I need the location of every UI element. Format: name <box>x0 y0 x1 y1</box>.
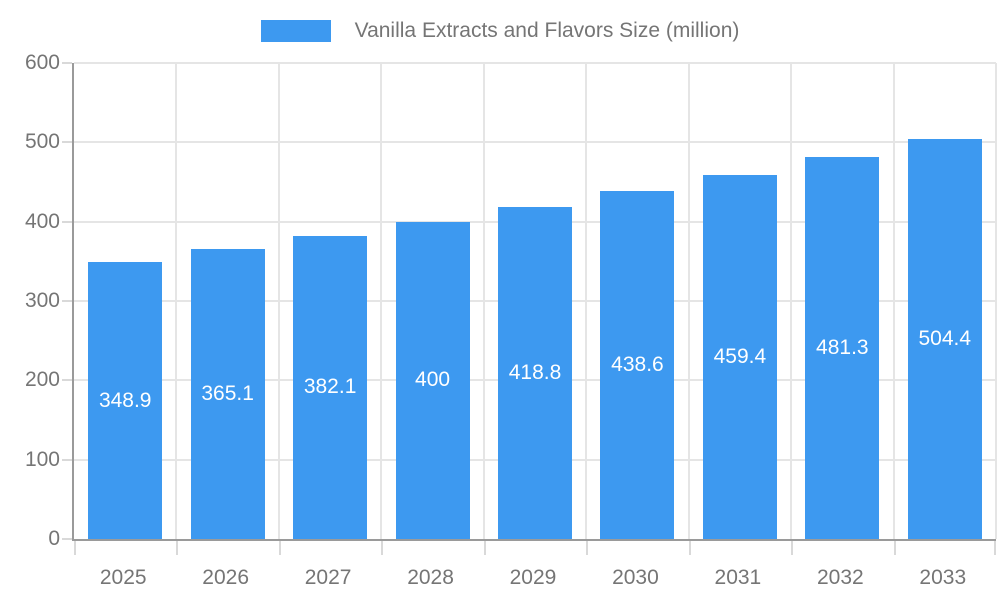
bar[interactable] <box>88 262 163 539</box>
bar[interactable] <box>395 221 470 539</box>
x-axis-tick <box>586 541 589 555</box>
bar-value-label: 438.6 <box>611 353 664 377</box>
x-tick-label: 2026 <box>202 566 250 589</box>
bar[interactable] <box>293 235 368 539</box>
y-tick-label: 500 <box>24 130 60 154</box>
y-tick-label: 100 <box>24 447 60 471</box>
y-tick-label: 200 <box>24 368 60 392</box>
x-gridline <box>175 63 178 539</box>
x-axis-tick <box>176 541 179 555</box>
plot-area: 348.9 365.1 382.1 400 418.8 438.6 459.4 481.3 50… <box>62 62 997 555</box>
bar[interactable] <box>600 191 675 539</box>
x-gridline <box>892 63 895 539</box>
y-gridline <box>74 62 996 64</box>
bar-value-label: 382.1 <box>303 375 357 399</box>
y-tick-label: 400 <box>24 209 60 233</box>
x-gridline <box>585 63 588 539</box>
x-axis-tick <box>74 541 76 555</box>
x-axis-tick <box>994 541 996 555</box>
x-axis: 2025 2026 2027 2028 2029 2030 2031 2032 2033 <box>72 565 994 593</box>
x-axis-tick <box>688 541 691 555</box>
y-axis-tick <box>62 538 72 540</box>
bar[interactable] <box>190 249 265 539</box>
x-axis-tick <box>893 541 896 555</box>
y-axis-tick <box>62 458 72 461</box>
y-tick-label: 0 <box>48 527 60 550</box>
x-axis-tick <box>483 541 486 555</box>
bar-value-label: 504.4 <box>918 326 972 350</box>
x-axis-tick <box>278 541 281 555</box>
bar-value-label: 481.3 <box>816 336 869 360</box>
y-tick-label: 600 <box>24 51 60 74</box>
bar-value-label: 418.8 <box>508 360 562 384</box>
y-axis-tick <box>62 300 72 302</box>
x-tick-label: 2028 <box>407 566 454 589</box>
bar[interactable] <box>805 157 880 539</box>
y-axis-tick <box>62 379 72 382</box>
bar-value-label: 365.1 <box>201 382 254 406</box>
bar-value-label: 400 <box>415 368 451 392</box>
x-tick-label: 2032 <box>816 566 864 589</box>
x-axis-tick <box>791 541 794 555</box>
x-gridline <box>482 63 485 539</box>
x-tick-label: 2030 <box>612 566 659 589</box>
y-axis-tick <box>62 62 72 64</box>
x-tick-label: 2025 <box>99 566 147 589</box>
x-gridline <box>380 63 383 539</box>
bar[interactable] <box>907 138 982 539</box>
x-gridline <box>687 63 690 539</box>
legend[interactable]: Vanilla Extracts and Flavors Size (milli… <box>0 18 1000 44</box>
y-gridline <box>74 141 996 144</box>
y-axis-tick <box>62 220 72 223</box>
legend-label: Vanilla Extracts and Flavors Size (milli… <box>354 19 740 42</box>
bar-value-label: 348.9 <box>98 388 152 412</box>
y-axis: 0 100 200 300 400 500 600 <box>0 51 60 550</box>
x-gridline <box>790 63 793 539</box>
x-axis-tick <box>381 541 384 555</box>
bar-value-label: 459.4 <box>713 344 767 368</box>
y-axis-tick <box>62 141 72 144</box>
y-tick-label: 300 <box>24 289 60 312</box>
bar[interactable] <box>498 206 572 539</box>
legend-swatch <box>260 20 331 42</box>
x-tick-label: 2027 <box>304 566 352 589</box>
x-tick-label: 2033 <box>919 566 967 589</box>
x-gridline <box>995 63 997 539</box>
x-tick-label: 2031 <box>714 566 762 589</box>
x-gridline <box>277 63 280 539</box>
x-tick-label: 2029 <box>509 566 557 589</box>
bar[interactable] <box>702 174 777 539</box>
